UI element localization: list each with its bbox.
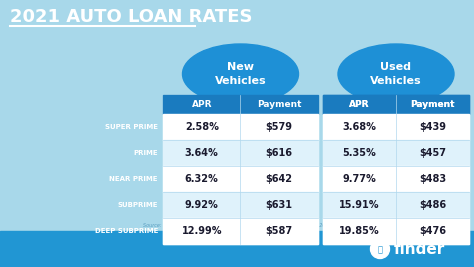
Text: New
Vehicles: New Vehicles bbox=[215, 62, 266, 86]
Text: 12.99%: 12.99% bbox=[182, 226, 222, 236]
Text: $587: $587 bbox=[266, 226, 293, 236]
Bar bbox=[163, 114, 318, 140]
Text: 19.85%: 19.85% bbox=[339, 226, 380, 236]
Bar bbox=[163, 95, 318, 244]
Text: Payment: Payment bbox=[410, 100, 455, 109]
Bar bbox=[163, 218, 318, 244]
Ellipse shape bbox=[338, 44, 454, 104]
Bar bbox=[323, 95, 469, 114]
Text: Source: Experian's State of the Automotive Finance Market Report – Q3 2021: Source: Experian's State of the Automoti… bbox=[143, 223, 331, 228]
Text: Payment: Payment bbox=[410, 100, 455, 109]
Circle shape bbox=[371, 239, 390, 258]
Text: 5.35%: 5.35% bbox=[343, 148, 376, 158]
Bar bbox=[163, 95, 318, 114]
Bar bbox=[0, 231, 474, 267]
Text: $579: $579 bbox=[266, 122, 293, 132]
Text: $631: $631 bbox=[266, 200, 293, 210]
Text: $642: $642 bbox=[266, 174, 293, 184]
Text: 2.58%: 2.58% bbox=[185, 122, 219, 132]
Text: Used
Vehicles: Used Vehicles bbox=[370, 62, 422, 86]
Text: 15.91%: 15.91% bbox=[339, 200, 380, 210]
Text: $457: $457 bbox=[419, 148, 446, 158]
Bar bbox=[323, 140, 469, 166]
Text: finder: finder bbox=[394, 242, 445, 257]
Text: 9.92%: 9.92% bbox=[185, 200, 219, 210]
Text: 🔍: 🔍 bbox=[377, 245, 383, 254]
Ellipse shape bbox=[182, 44, 299, 104]
Bar bbox=[323, 95, 469, 244]
Text: SUBPRIME: SUBPRIME bbox=[118, 202, 158, 208]
Bar bbox=[323, 192, 469, 218]
Bar bbox=[163, 192, 318, 218]
Bar bbox=[323, 166, 469, 192]
Text: 3.64%: 3.64% bbox=[185, 148, 219, 158]
Text: $483: $483 bbox=[419, 174, 446, 184]
Text: APR: APR bbox=[191, 100, 212, 109]
Text: APR: APR bbox=[349, 100, 370, 109]
Text: $439: $439 bbox=[419, 122, 446, 132]
Text: 2021 AUTO LOAN RATES: 2021 AUTO LOAN RATES bbox=[10, 8, 253, 26]
Text: SUPER PRIME: SUPER PRIME bbox=[105, 124, 158, 130]
Text: $476: $476 bbox=[419, 226, 446, 236]
Bar bbox=[323, 95, 469, 114]
Text: 6.32%: 6.32% bbox=[185, 174, 219, 184]
Text: 9.77%: 9.77% bbox=[343, 174, 376, 184]
Bar bbox=[163, 140, 318, 166]
Bar bbox=[323, 114, 469, 140]
Text: PRIME: PRIME bbox=[133, 150, 158, 156]
Text: $486: $486 bbox=[419, 200, 446, 210]
Bar bbox=[323, 218, 469, 244]
Text: APR: APR bbox=[349, 100, 370, 109]
Text: $616: $616 bbox=[266, 148, 293, 158]
Bar bbox=[163, 166, 318, 192]
Text: 3.68%: 3.68% bbox=[343, 122, 376, 132]
Text: Payment: Payment bbox=[257, 100, 301, 109]
Text: NEAR PRIME: NEAR PRIME bbox=[109, 176, 158, 182]
Text: DEEP SUBPRIME: DEEP SUBPRIME bbox=[95, 228, 158, 234]
